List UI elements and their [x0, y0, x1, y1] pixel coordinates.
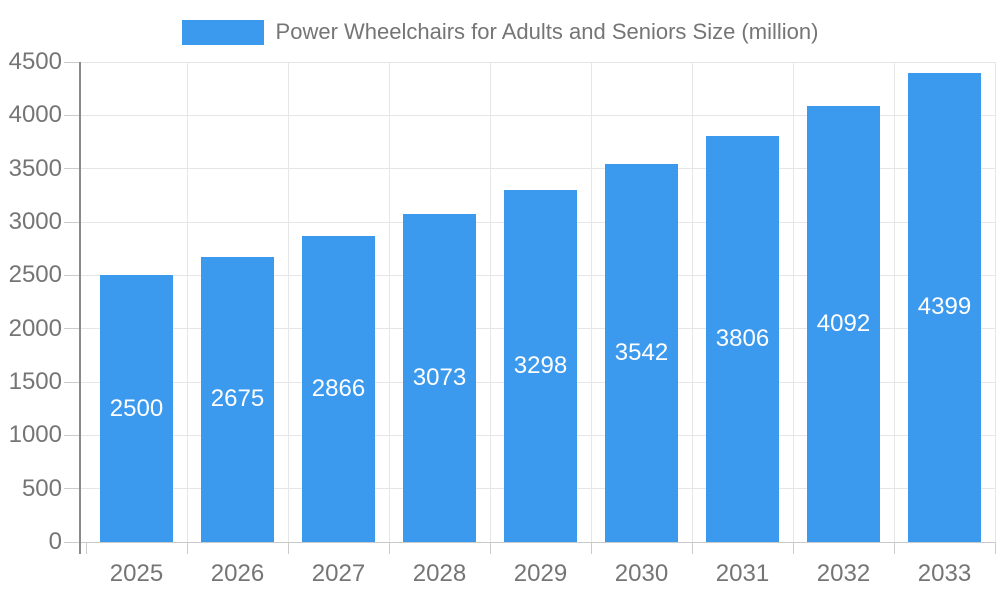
bar[interactable]: 3806: [706, 136, 779, 542]
y-tick: [64, 274, 80, 276]
bar-value-label: 3073: [412, 364, 467, 392]
bar[interactable]: 3073: [403, 214, 476, 542]
x-tick: [591, 542, 592, 554]
x-axis-label: 2030: [614, 560, 669, 587]
bar[interactable]: 2866: [302, 236, 375, 542]
v-gridline: [995, 62, 996, 542]
v-gridline: [692, 62, 693, 542]
bar-value-label: 2866: [311, 375, 366, 403]
x-tick: [894, 542, 895, 554]
bar-value-label: 4399: [917, 293, 972, 321]
x-axis-label: 2026: [210, 560, 265, 587]
x-tick: [187, 542, 188, 554]
legend[interactable]: Power Wheelchairs for Adults and Seniors…: [0, 18, 1000, 46]
y-axis-label: 1500: [8, 368, 62, 395]
x-axis-label: 2029: [513, 560, 568, 587]
x-tick: [692, 542, 693, 554]
x-axis-label: 2032: [816, 560, 871, 587]
x-axis-label: 2027: [311, 560, 366, 587]
y-axis-label: 4000: [8, 101, 62, 129]
h-gridline: [80, 541, 996, 543]
x-axis-label: 2031: [715, 560, 770, 587]
y-tick: [64, 168, 80, 170]
y-tick: [64, 61, 80, 63]
bar[interactable]: 3298: [504, 190, 577, 542]
y-axis-label: 1000: [8, 421, 62, 449]
y-tick: [64, 434, 80, 436]
y-axis-label: 2500: [8, 261, 62, 289]
v-gridline: [288, 62, 289, 542]
h-gridline: [80, 61, 996, 63]
v-gridline: [894, 62, 895, 542]
y-tick: [64, 114, 80, 116]
bar[interactable]: 2500: [100, 275, 173, 542]
bar-value-label: 2675: [210, 385, 265, 413]
v-gridline: [591, 62, 592, 542]
h-gridline: [80, 114, 996, 116]
x-tick: [288, 542, 289, 554]
y-axis-label: 2000: [8, 314, 62, 342]
y-axis-line: [79, 62, 81, 554]
y-tick: [64, 221, 80, 223]
bar[interactable]: 2675: [201, 256, 274, 542]
y-axis-label: 0: [48, 528, 62, 555]
v-gridline: [793, 62, 794, 542]
chart-title: Power Wheelchairs for Adults and Seniors…: [275, 19, 819, 44]
x-axis-label: 2033: [917, 560, 972, 587]
x-tick: [86, 542, 87, 554]
bar-value-label: 3806: [715, 325, 770, 352]
y-axis-label: 4500: [8, 48, 62, 75]
bar-value-label: 4092: [816, 309, 871, 337]
bar[interactable]: 4399: [908, 72, 981, 542]
y-tick: [64, 541, 80, 543]
y-tick: [64, 488, 80, 490]
y-tick: [64, 381, 80, 383]
x-tick: [995, 542, 996, 554]
legend-swatch[interactable]: [181, 19, 264, 45]
y-axis-label: 500: [21, 474, 62, 502]
bar-value-label: 3298: [513, 352, 568, 380]
v-gridline: [389, 62, 390, 542]
v-gridline: [490, 62, 491, 542]
x-axis-label: 2028: [412, 560, 467, 587]
x-tick: [389, 542, 390, 554]
y-axis-label: 3000: [8, 208, 62, 235]
bar[interactable]: 4092: [807, 105, 880, 542]
x-tick: [490, 542, 491, 554]
x-axis-label: 2025: [109, 560, 164, 587]
v-gridline: [187, 62, 188, 542]
x-tick: [793, 542, 794, 554]
bar-value-label: 2500: [109, 394, 164, 422]
h-gridline: [80, 168, 996, 170]
y-axis-label: 3500: [8, 154, 62, 182]
bar[interactable]: 3542: [605, 164, 678, 542]
bar-value-label: 3542: [614, 339, 669, 367]
y-tick: [64, 328, 80, 330]
